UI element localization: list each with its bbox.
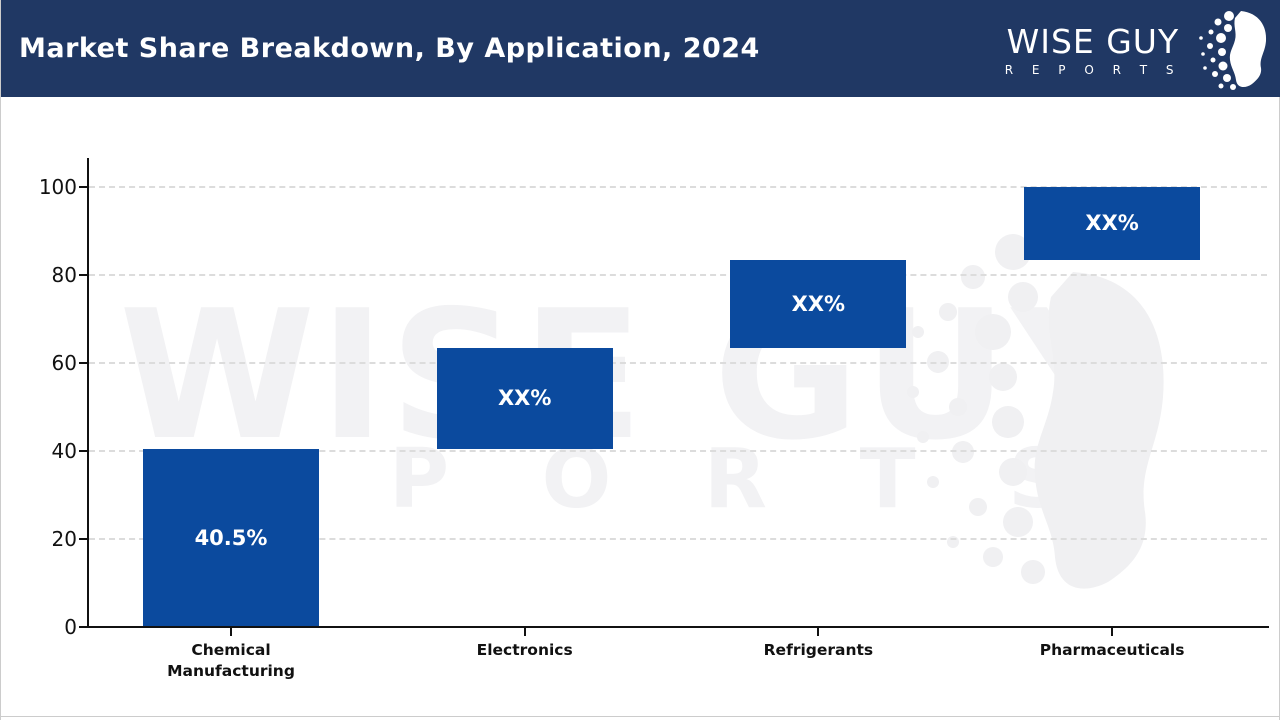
bar-value-label: XX%	[497, 386, 552, 411]
x-axis-tick	[230, 628, 232, 636]
x-tick-label-4: Pharmaceuticals	[1039, 641, 1185, 659]
watermark-head-dots-icon	[907, 227, 1164, 589]
logo-subtext: R E P O R T S	[1004, 63, 1181, 77]
logo-wordmark: WISE GUY	[1006, 22, 1180, 61]
y-axis-tick	[79, 538, 88, 540]
gridline-100	[89, 186, 1267, 188]
bar-pharmaceuticals: XX%	[1024, 187, 1201, 260]
gridline-40	[89, 450, 1267, 452]
bar-value-label: 40.5%	[194, 525, 268, 550]
brand-logo: WISE GUY R E P O R T S	[1005, 6, 1269, 92]
x-axis-tick	[1111, 628, 1114, 636]
y-axis-tick	[79, 450, 88, 452]
bar-electronics: XX%	[436, 347, 613, 449]
x-tick-label-3: Refrigerants	[763, 641, 874, 659]
y-tick-label: 20	[51, 527, 77, 551]
x-tick-label-1: Chemical Manufacturing	[167, 641, 295, 680]
bar-value-label: XX%	[1085, 211, 1139, 236]
y-tick-label: 80	[51, 263, 77, 287]
logo-head-dots-icon	[1199, 11, 1267, 90]
gridline-20	[89, 538, 1267, 540]
bar-refrigerants: XX%	[730, 259, 907, 348]
page-title: Market Share Breakdown, By Application, …	[19, 33, 760, 64]
x-axis-line	[87, 626, 1269, 628]
header-bar: Market Share Breakdown, By Application, …	[1, 0, 1280, 97]
bar-chemical-manufacturing: 40.5%	[143, 448, 319, 627]
y-tick-label: 40	[51, 439, 77, 463]
x-axis-tick	[523, 628, 526, 636]
y-axis-tick	[79, 274, 88, 276]
y-tick-label: 60	[51, 351, 77, 375]
y-axis-tick	[79, 362, 88, 364]
x-tick-label-2: Electronics	[476, 641, 573, 659]
gridline-80	[89, 274, 1267, 276]
logo-text: WISE GUY R E P O R T S	[1005, 22, 1181, 77]
gridline-60	[89, 362, 1267, 364]
y-axis-tick	[79, 626, 88, 628]
bottom-border	[1, 716, 1279, 717]
x-axis-tick	[817, 628, 820, 636]
bar-value-label: XX%	[791, 291, 846, 316]
y-tick-label: 0	[64, 615, 77, 639]
y-axis-tick	[79, 186, 88, 188]
y-axis-line	[87, 158, 89, 628]
y-tick-label: 100	[38, 175, 77, 199]
